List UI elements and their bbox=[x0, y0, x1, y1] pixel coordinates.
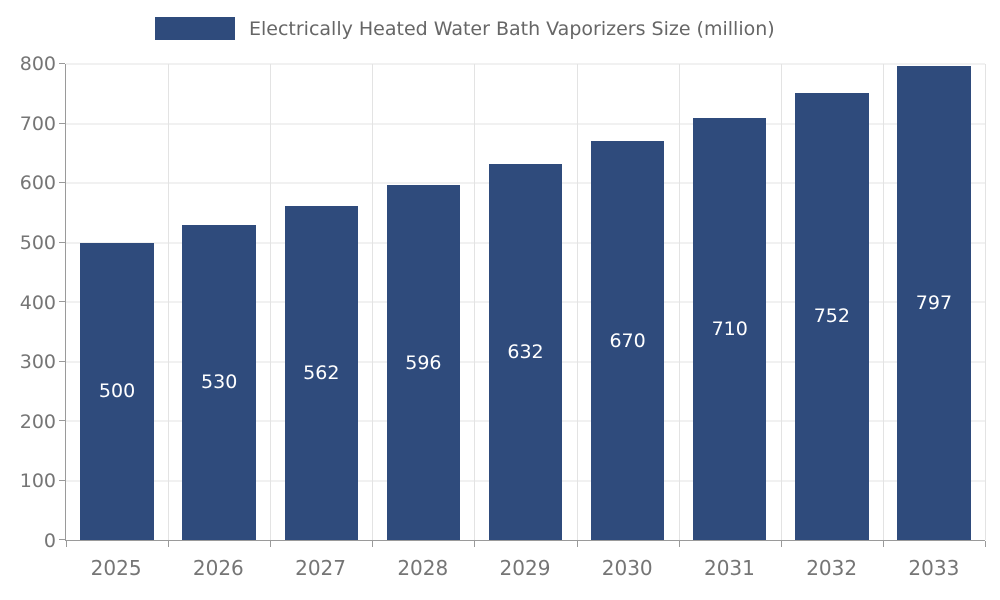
bar-2030: 670 bbox=[590, 141, 665, 540]
x-slot: 2030 bbox=[576, 548, 678, 588]
bar-slot: 797 bbox=[883, 64, 985, 540]
bar-value-label: 710 bbox=[711, 317, 748, 340]
bar-slot: 752 bbox=[781, 64, 883, 540]
y-tick bbox=[59, 63, 65, 64]
bar-value-label: 596 bbox=[405, 351, 442, 374]
x-tick-label: 2029 bbox=[499, 556, 551, 580]
vertical-gridline bbox=[168, 64, 170, 540]
y-tick bbox=[59, 301, 65, 302]
x-slot: 2032 bbox=[781, 548, 883, 588]
bar-slot: 500 bbox=[66, 64, 168, 540]
bar-2033: 797 bbox=[897, 65, 971, 540]
bar-slot: 596 bbox=[372, 64, 474, 540]
x-tick-label: 2026 bbox=[192, 556, 244, 580]
x-tick-label: 2032 bbox=[806, 556, 858, 580]
bar-slot: 710 bbox=[679, 64, 781, 540]
x-tick bbox=[678, 541, 680, 547]
x-tick bbox=[372, 541, 374, 547]
y-tick-label: 400 bbox=[19, 291, 56, 314]
vertical-gridline bbox=[678, 64, 680, 540]
x-tick bbox=[66, 541, 67, 547]
y-tick-label: 300 bbox=[19, 351, 56, 374]
bar-series: 500 530 562 596 632 670 710 752 797 bbox=[66, 64, 985, 540]
y-tick-label: 100 bbox=[19, 470, 56, 493]
vertical-gridline bbox=[474, 64, 476, 540]
y-tick bbox=[59, 122, 65, 124]
gridline bbox=[66, 123, 985, 124]
vertical-gridline bbox=[270, 64, 272, 540]
bar-2028: 596 bbox=[386, 185, 461, 540]
x-slot: 2025 bbox=[65, 548, 167, 588]
y-tick bbox=[59, 479, 65, 481]
y-axis: 0 100 200 300 400 500 600 700 800 bbox=[0, 53, 56, 552]
y-tick-label: 600 bbox=[19, 172, 56, 195]
bar-2032: 752 bbox=[795, 92, 869, 540]
x-tick-label: 2027 bbox=[295, 556, 346, 580]
x-tick-label: 2031 bbox=[703, 556, 755, 580]
x-slot: 2029 bbox=[474, 548, 576, 588]
y-tick-label: 700 bbox=[19, 112, 56, 135]
x-tick-label: 2033 bbox=[908, 556, 960, 580]
y-tick bbox=[59, 360, 65, 362]
legend[interactable]: Electrically Heated Water Bath Vaporizer… bbox=[155, 17, 775, 40]
x-tick-label: 2030 bbox=[601, 556, 653, 580]
bar-slot: 632 bbox=[474, 64, 576, 540]
x-tick bbox=[882, 541, 884, 547]
vertical-gridline bbox=[372, 64, 374, 540]
legend-swatch bbox=[155, 17, 235, 40]
x-tick bbox=[270, 541, 272, 547]
y-tick bbox=[59, 420, 65, 421]
vertical-gridline bbox=[882, 64, 884, 540]
vertical-gridline bbox=[985, 64, 986, 540]
bar-value-label: 632 bbox=[507, 340, 544, 363]
bar-value-label: 797 bbox=[915, 291, 953, 314]
y-tick bbox=[59, 182, 65, 183]
y-tick-label: 0 bbox=[43, 530, 56, 552]
bar-value-label: 670 bbox=[609, 329, 646, 352]
y-tick-label: 500 bbox=[19, 231, 56, 254]
x-slot: 2033 bbox=[883, 548, 985, 588]
x-axis: 2025 2026 2027 2028 2029 2030 2031 2032 2033 bbox=[65, 548, 985, 588]
plot-area: 500 530 562 596 632 670 710 752 797 bbox=[59, 63, 986, 547]
y-tick-label: 200 bbox=[19, 410, 56, 433]
vertical-gridline bbox=[780, 64, 782, 540]
bar-slot: 670 bbox=[577, 64, 679, 540]
y-tick-label: 800 bbox=[19, 53, 56, 75]
x-slot: 2026 bbox=[167, 548, 269, 588]
bar-value-label: 752 bbox=[813, 305, 850, 328]
bar-slot: 562 bbox=[270, 64, 372, 540]
y-tick bbox=[59, 539, 65, 540]
bar-2031: 710 bbox=[692, 117, 767, 540]
y-tick bbox=[59, 241, 65, 243]
bar-value-label: 500 bbox=[98, 380, 136, 403]
x-slot: 2031 bbox=[678, 548, 780, 588]
x-tick bbox=[576, 541, 578, 547]
vertical-gridline bbox=[576, 64, 578, 540]
bar-2027: 562 bbox=[284, 205, 359, 540]
x-tick bbox=[780, 541, 782, 547]
x-tick-label: 2028 bbox=[397, 556, 449, 580]
gridline bbox=[66, 63, 985, 65]
x-tick bbox=[985, 541, 986, 547]
bar-value-label: 530 bbox=[201, 371, 238, 394]
bar-2025: 500 bbox=[80, 242, 154, 540]
bar-value-label: 562 bbox=[303, 361, 340, 384]
bar-2026: 530 bbox=[182, 224, 256, 540]
bar-2029: 632 bbox=[488, 163, 563, 540]
x-tick bbox=[474, 541, 476, 547]
bar-slot: 530 bbox=[168, 64, 270, 540]
x-tick-label: 2025 bbox=[90, 556, 142, 580]
x-tick bbox=[168, 541, 170, 547]
legend-label: Electrically Heated Water Bath Vaporizer… bbox=[249, 17, 775, 40]
x-slot: 2027 bbox=[269, 548, 371, 588]
x-slot: 2028 bbox=[372, 548, 474, 588]
